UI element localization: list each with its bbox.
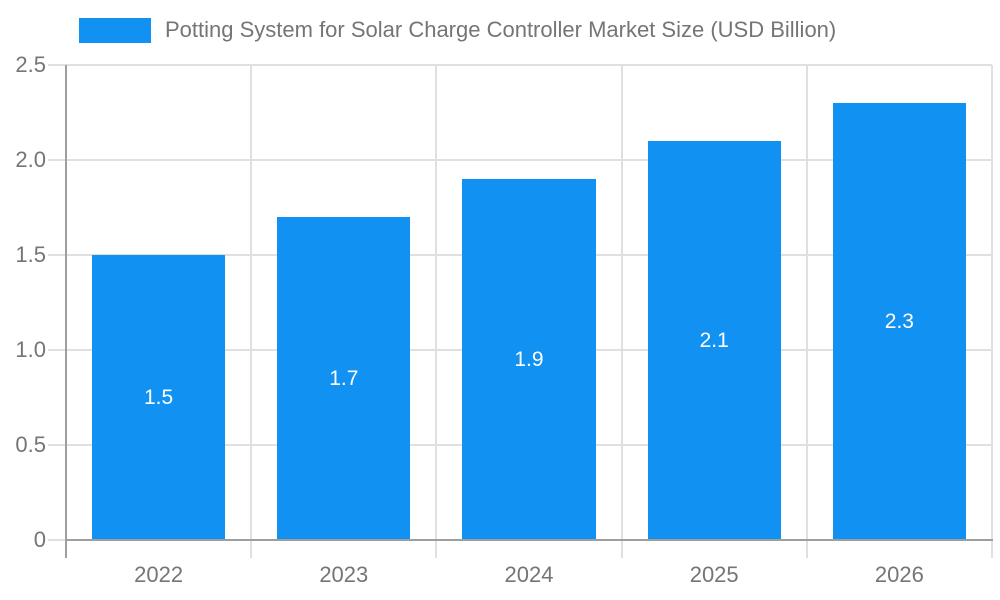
bar (277, 217, 411, 540)
x-tick-label: 2023 (319, 562, 369, 587)
legend-label: Potting System for Solar Charge Controll… (165, 17, 837, 42)
y-gridline (48, 64, 992, 66)
y-tick-label: 1.5 (15, 242, 46, 267)
bar-value-label: 1.7 (329, 366, 359, 390)
x-axis-line (65, 539, 993, 541)
y-axis-line (65, 65, 67, 558)
bar-value-label: 2.1 (699, 328, 729, 352)
x-gridline (435, 65, 438, 558)
x-gridline (991, 65, 993, 558)
bar (91, 255, 226, 540)
bar-value-label: 1.5 (143, 385, 174, 409)
bar (832, 103, 967, 540)
y-tick-label: 1.0 (15, 337, 46, 362)
bar (647, 141, 781, 540)
y-tick-label: 0 (33, 527, 46, 552)
y-gridline (48, 159, 992, 161)
x-gridline (620, 65, 623, 558)
bar-value-label: 2.3 (884, 309, 914, 333)
y-tick-label: 0.5 (15, 432, 46, 457)
legend-swatch (79, 17, 151, 43)
x-tick-label: 2024 (504, 562, 554, 587)
y-tick-label: 2.0 (15, 147, 46, 172)
x-gridline (250, 65, 253, 558)
bar (462, 179, 596, 540)
x-tick-label: 2026 (874, 562, 924, 587)
chart-legend: Potting System for Solar Charge Controll… (79, 17, 836, 43)
y-tick-label: 2.5 (15, 52, 46, 77)
x-tick-label: 2025 (689, 562, 739, 587)
bar-value-label: 1.9 (514, 347, 544, 371)
x-tick-label: 2022 (134, 562, 184, 587)
x-gridline (805, 65, 808, 558)
